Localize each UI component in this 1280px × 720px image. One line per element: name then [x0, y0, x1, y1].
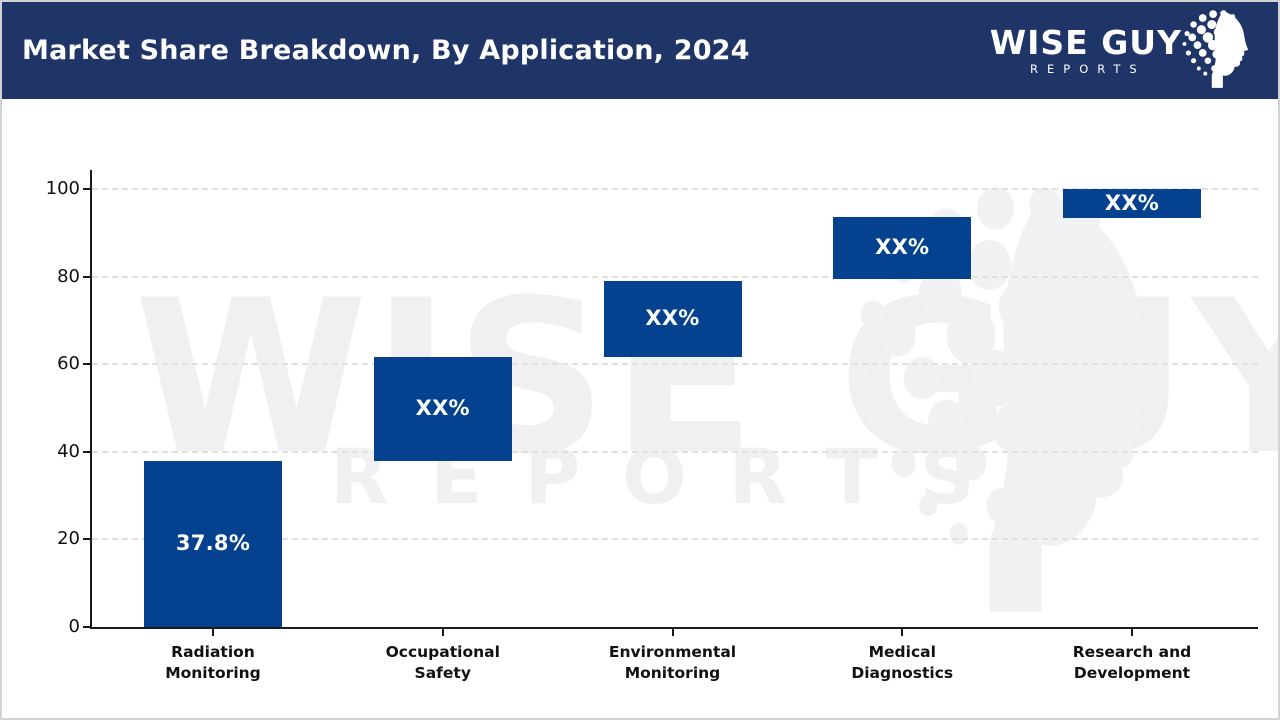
bar-segment [373, 357, 512, 462]
bar-value-label: XX% [645, 306, 700, 331]
gridline [92, 275, 1258, 278]
x-axis-category-label: Radiation Monitoring [98, 642, 328, 684]
logo-secondary-text: REPORTS [1030, 61, 1146, 76]
bar-value-label: XX% [1104, 190, 1160, 215]
chart-title: Market Share Breakdown, By Application, … [22, 35, 750, 66]
bar-segment [833, 217, 972, 280]
category-label-line: Monitoring [624, 664, 721, 682]
bar-value-label: 37.8% [175, 531, 251, 556]
x-axis-line [90, 627, 1258, 629]
y-axis-tick-label: 40 [57, 440, 80, 462]
category-label-line: Safety [414, 664, 471, 682]
category-label-line: Radiation [171, 643, 255, 661]
category-label-line: Development [1073, 664, 1191, 682]
x-axis-tick [441, 629, 444, 636]
category-label-line: Monitoring [165, 664, 261, 682]
y-axis-tick-label: 0 [68, 616, 80, 637]
category-label-line: Research and [1072, 643, 1192, 661]
y-axis-tick [83, 626, 90, 628]
logo-face-icon [1182, 9, 1249, 88]
gridline [92, 188, 1258, 190]
y-axis-tick-label: 100 [45, 178, 80, 199]
gridline [92, 363, 1258, 366]
gridline [92, 538, 1258, 541]
y-axis-line [90, 170, 92, 628]
header-bar: Market Share Breakdown, By Application, … [2, 2, 1278, 99]
x-axis-category-label: Occupational Safety [328, 642, 558, 684]
bar-segment [1063, 189, 1201, 219]
x-axis-category-label: Medical Diagnostics [787, 642, 1017, 684]
category-label-line: Diagnostics [851, 664, 954, 682]
y-axis-tick-label: 20 [57, 528, 80, 550]
category-label-line: Occupational [385, 643, 500, 661]
x-axis-category-label: Environmental Monitoring [558, 642, 788, 684]
x-axis-category-label: Research and Development [1017, 642, 1247, 684]
wise-guy-reports-logo: WISE GUY REPORTS [990, 9, 1256, 93]
bar-value-label: XX% [875, 235, 930, 260]
x-axis-tick [212, 629, 214, 636]
category-label-line: Environmental [608, 643, 737, 661]
category-label-line: Medical [868, 643, 936, 661]
y-axis-tick [83, 450, 90, 453]
logo-text: WISE GUY REPORTS [990, 26, 1182, 76]
y-axis-tick [83, 188, 90, 190]
bar-segment [144, 461, 282, 627]
y-axis-tick-label: 80 [57, 265, 80, 287]
y-axis-tick [83, 275, 90, 278]
y-axis-tick [83, 538, 90, 541]
logo-primary-text: WISE GUY [989, 22, 1182, 62]
bar-value-label: XX% [415, 396, 470, 421]
x-axis-tick [671, 629, 674, 636]
x-axis-tick [1131, 629, 1133, 636]
y-axis-tick [83, 363, 90, 366]
x-axis-tick [901, 629, 904, 636]
bar-segment [603, 281, 742, 358]
gridline [92, 450, 1258, 453]
y-axis-tick-label: 60 [57, 353, 80, 375]
